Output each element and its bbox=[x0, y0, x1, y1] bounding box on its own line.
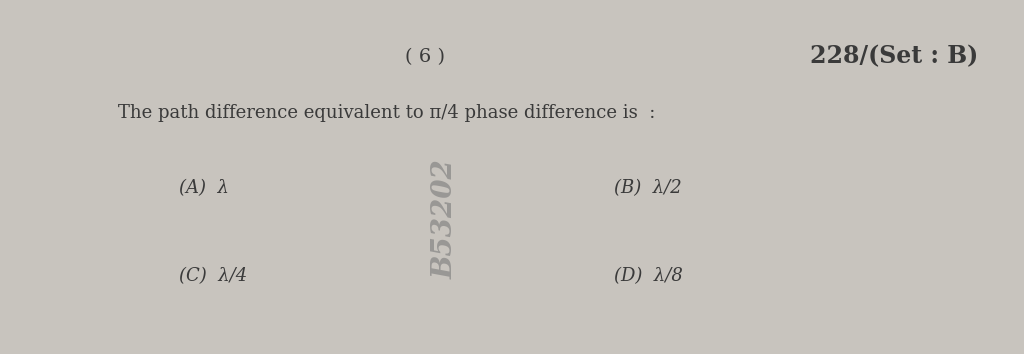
Text: (C)  λ/4: (C) λ/4 bbox=[179, 267, 248, 285]
Text: (D)  λ/8: (D) λ/8 bbox=[614, 267, 683, 285]
Text: 228/(Set : B): 228/(Set : B) bbox=[810, 45, 978, 69]
Text: ( 6 ): ( 6 ) bbox=[404, 48, 445, 65]
Text: (B)  λ/2: (B) λ/2 bbox=[614, 179, 682, 196]
Text: The path difference equivalent to π/4 phase difference is  :: The path difference equivalent to π/4 ph… bbox=[118, 104, 655, 122]
Text: B53202: B53202 bbox=[432, 160, 459, 279]
Text: (A)  λ: (A) λ bbox=[179, 179, 229, 196]
